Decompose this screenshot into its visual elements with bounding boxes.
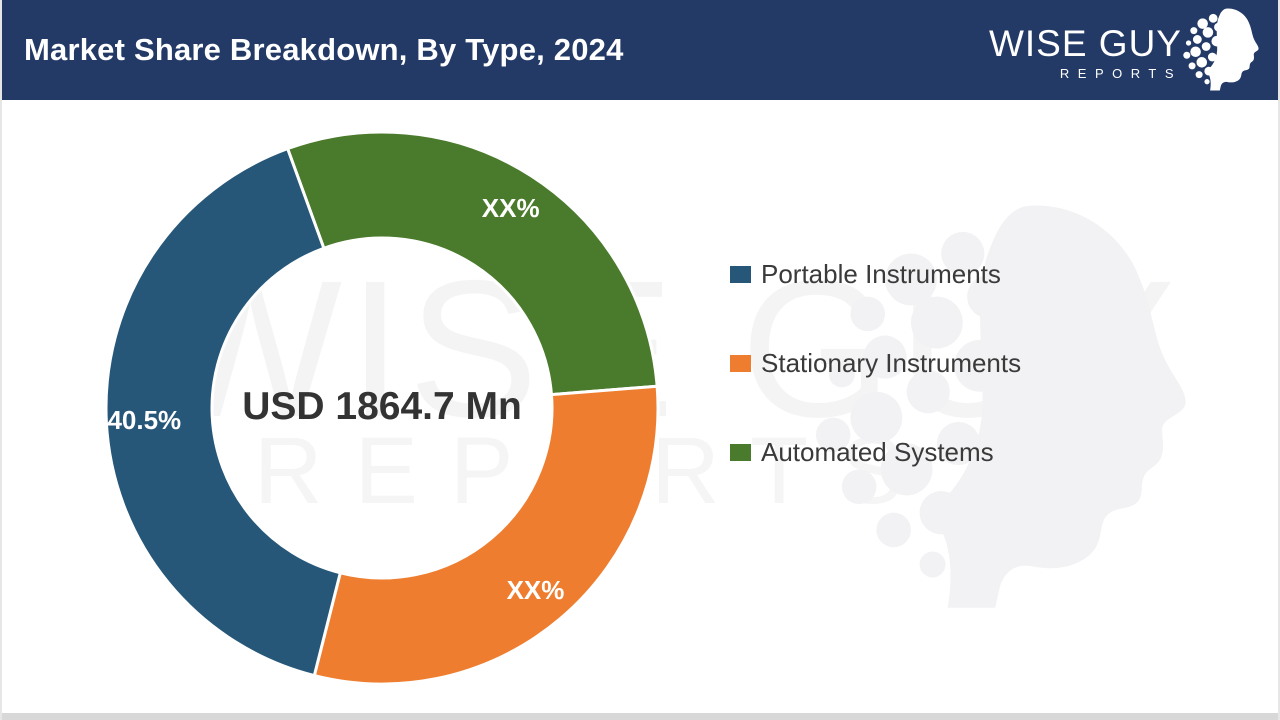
brand-logo-text: WISE GUY REPORTS [989,25,1182,80]
legend-label: Automated Systems [761,436,994,467]
brand-face-icon [1178,6,1266,94]
segment-percentage-label: XX% [482,193,540,223]
brand-logo: WISE GUY REPORTS [989,6,1266,94]
header-bar: Market Share Breakdown, By Type, 2024 WI… [2,0,1278,100]
legend-item: Portable Instruments [730,256,1001,292]
page-title: Market Share Breakdown, By Type, 2024 [24,32,624,67]
donut-chart: XX% XX% 40.5% [104,130,660,686]
legend-swatch-automated [730,443,751,461]
segment-stationary-instruments [312,384,660,686]
brand-subtitle: REPORTS [1059,65,1182,81]
brand-name: WISE GUY [988,22,1182,64]
legend-swatch-portable [730,265,751,283]
legend-item: Automated Systems [730,434,994,470]
legend-label: Stationary Instruments [761,347,1022,378]
legend-label: Portable Instruments [761,258,1001,289]
chart-center-value: USD 1864.7 Mn [242,385,522,428]
bottom-accent-bar [2,713,1278,720]
legend-swatch-stationary [730,354,751,372]
segment-automated-systems [286,130,659,397]
segment-portable-instruments [104,147,342,678]
legend-item: Stationary Instruments [730,345,1021,381]
segment-percentage-label: 40.5% [107,405,181,435]
segment-percentage-label: XX% [507,575,565,605]
